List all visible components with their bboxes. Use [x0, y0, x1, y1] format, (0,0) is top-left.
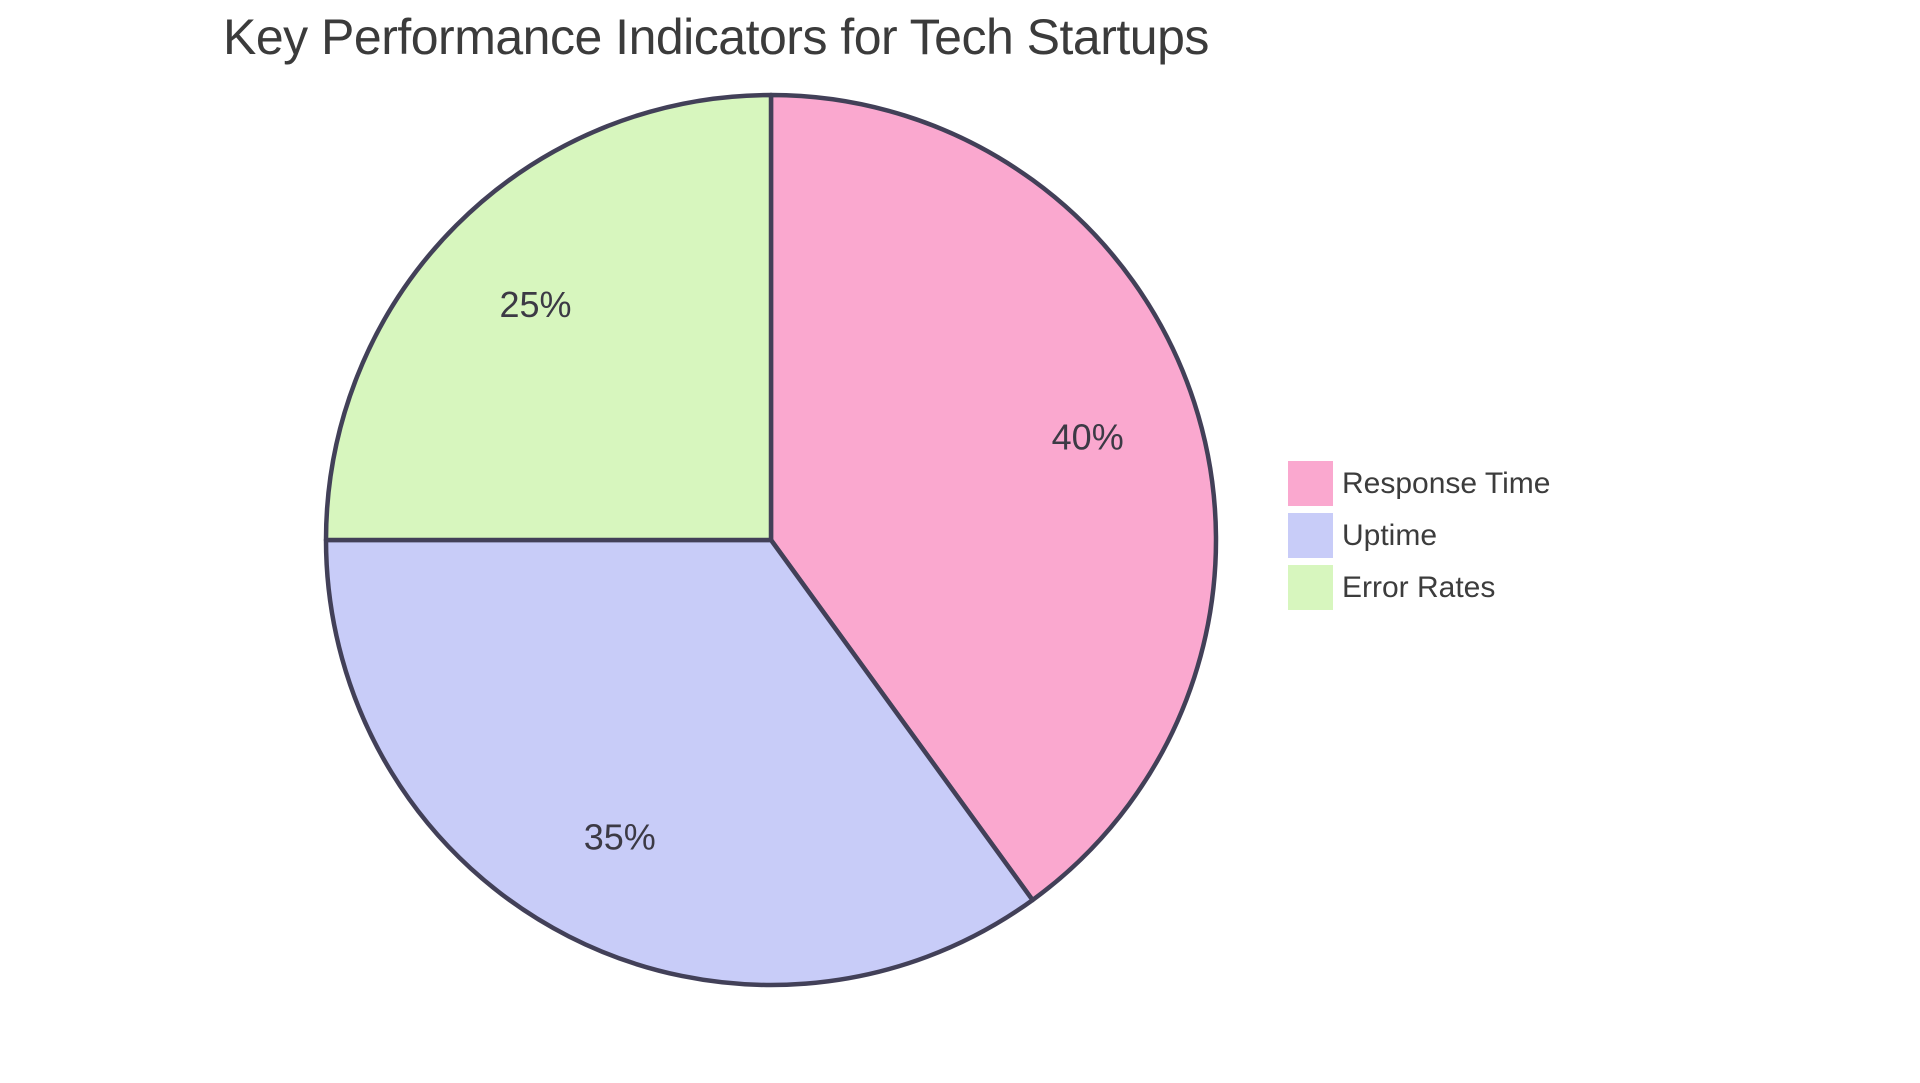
legend-item-error-rates[interactable]: Error Rates [1288, 565, 1550, 610]
pie-slice-error-rates[interactable] [323, 92, 774, 543]
pie-slice-uptime[interactable] [323, 537, 1035, 988]
pie-slice-response-time[interactable] [768, 92, 1219, 903]
legend-swatch-uptime-icon [1288, 513, 1333, 558]
chart-title: Key Performance Indicators for Tech Star… [223, 9, 1209, 65]
legend: Response Time Uptime Error Rates [1288, 461, 1550, 617]
legend-swatch-error-rates-icon [1288, 565, 1333, 610]
slice-value-label-error-rates: 25% [499, 284, 571, 325]
legend-label-error-rates: Error Rates [1342, 570, 1496, 604]
legend-item-uptime[interactable]: Uptime [1288, 513, 1550, 558]
legend-swatch-response-time-icon [1288, 461, 1333, 506]
legend-label-response-time: Response Time [1342, 466, 1551, 500]
slice-value-label-uptime: 35% [584, 816, 656, 857]
legend-label-uptime: Uptime [1342, 518, 1438, 552]
slice-value-label-response-time: 40% [1052, 417, 1124, 458]
legend-item-response-time[interactable]: Response Time [1288, 461, 1550, 506]
